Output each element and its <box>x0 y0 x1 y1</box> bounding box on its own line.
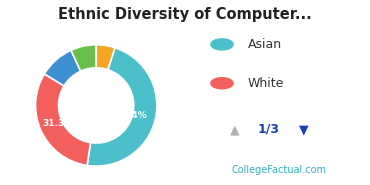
Text: 31.3%: 31.3% <box>42 119 73 128</box>
Wedge shape <box>44 50 81 86</box>
Wedge shape <box>71 45 96 71</box>
Text: Ethnic Diversity of Computer...: Ethnic Diversity of Computer... <box>58 7 312 22</box>
Text: ▲: ▲ <box>230 123 240 136</box>
Wedge shape <box>36 74 91 165</box>
Wedge shape <box>96 45 115 70</box>
Text: .4%: .4% <box>128 111 147 120</box>
Text: White: White <box>248 77 284 90</box>
Text: ▼: ▼ <box>299 123 308 136</box>
Text: Asian: Asian <box>248 38 282 51</box>
Text: CollegeFactual.com: CollegeFactual.com <box>232 165 327 175</box>
Wedge shape <box>87 48 157 166</box>
Text: 1/3: 1/3 <box>257 123 279 136</box>
